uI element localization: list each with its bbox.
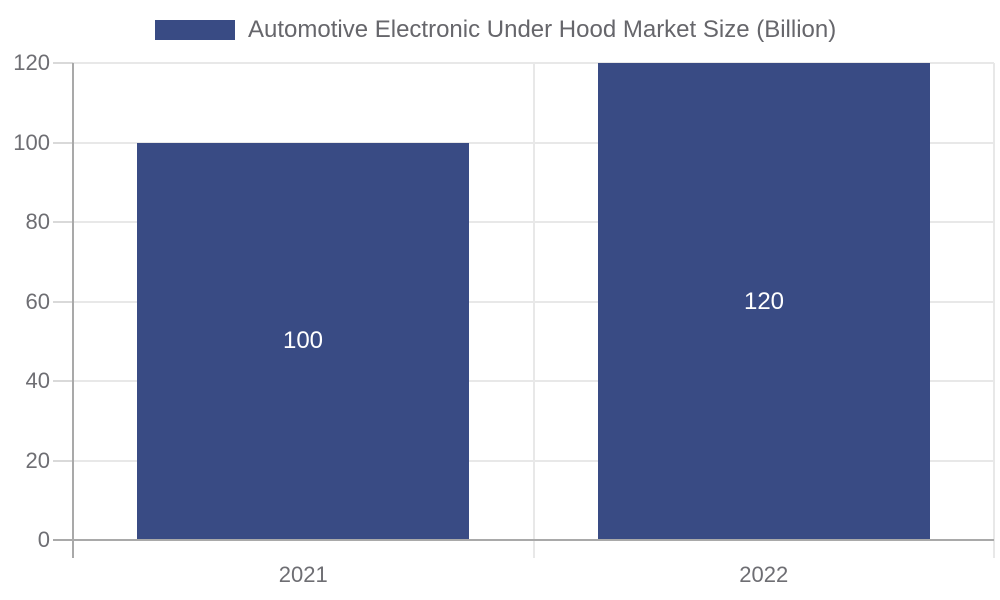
y-axis-tick-label: 20: [25, 447, 50, 473]
y-axis-line: [72, 63, 74, 558]
x-gridline: [993, 63, 995, 558]
legend-item[interactable]: Automotive Electronic Under Hood Market …: [155, 16, 837, 43]
y-axis-tick-label: 40: [25, 368, 50, 393]
bar-2021[interactable]: 100: [137, 142, 469, 540]
bar-value-label: 100: [282, 327, 324, 355]
x-axis-tick-label: 2021: [278, 562, 328, 587]
bar-2022[interactable]: 120: [598, 63, 930, 540]
x-axis-line: [53, 539, 994, 541]
y-axis-tick-label: 60: [25, 288, 50, 314]
legend-swatch: [155, 20, 235, 40]
bar-value-label: 120: [743, 287, 785, 315]
y-axis-tick-label: 120: [13, 50, 50, 75]
x-axis-tick-label: 2022: [739, 562, 789, 587]
y-axis-tick: [53, 62, 73, 64]
y-axis-tick: [53, 380, 73, 382]
y-axis-tick: [53, 459, 73, 462]
y-axis-tick: [53, 221, 73, 223]
legend-label: Automotive Electronic Under Hood Market …: [248, 16, 837, 43]
y-axis-tick-label: 100: [13, 129, 50, 155]
y-axis-tick-label: 80: [25, 209, 50, 234]
y-axis-tick-label: 0: [37, 527, 50, 552]
x-gridline: [532, 63, 535, 558]
y-axis-tick: [53, 300, 73, 303]
y-axis-tick: [53, 141, 73, 144]
